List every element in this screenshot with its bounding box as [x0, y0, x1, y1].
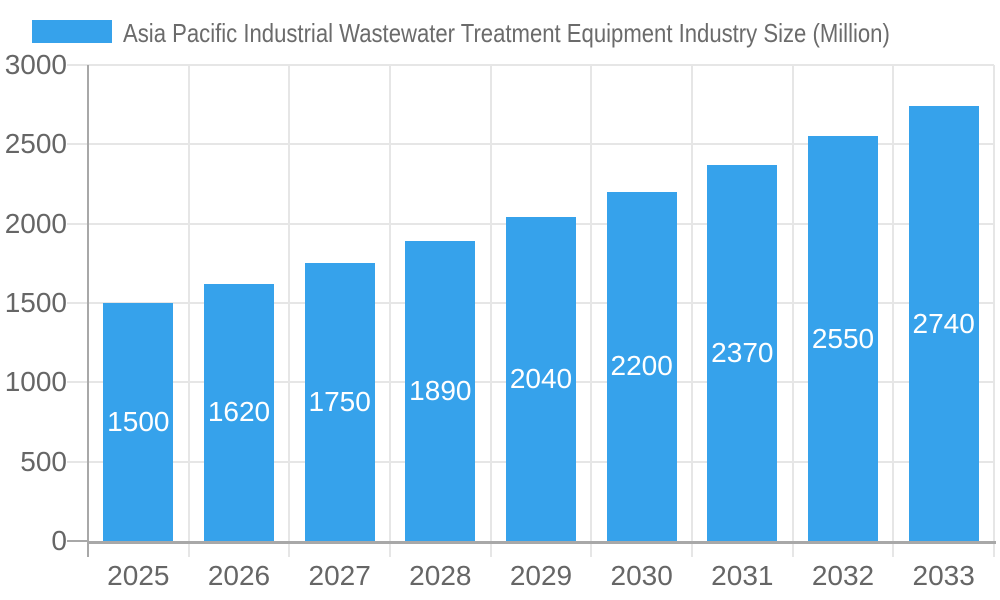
x-axis-tick-mark — [691, 541, 693, 557]
gridline-vertical — [590, 65, 593, 541]
y-axis-tick-mark — [67, 381, 88, 384]
gridline-vertical — [187, 65, 190, 541]
x-axis-tick-mark — [892, 541, 895, 557]
gridline-vertical — [691, 65, 693, 541]
legend-swatch — [32, 20, 112, 43]
x-axis-tick-label: 2030 — [610, 560, 673, 591]
gridline-horizontal — [88, 143, 994, 146]
x-axis-tick-label: 2032 — [811, 560, 875, 591]
y-axis-tick-label: 0 — [51, 525, 67, 556]
x-axis-tick-mark — [389, 541, 391, 557]
gridline-vertical — [288, 65, 291, 541]
x-axis-tick-mark — [288, 541, 291, 557]
x-axis-tick-label: 2027 — [308, 560, 371, 591]
x-axis-tick-label: 2028 — [409, 560, 472, 591]
bar-value-label: 2550 — [811, 322, 875, 354]
x-axis-tick-mark — [87, 541, 89, 557]
y-axis-tick-mark — [67, 143, 88, 146]
bar-value-label: 2200 — [610, 350, 673, 382]
x-axis-tick-label: 2029 — [509, 560, 573, 591]
bar-2028[interactable] — [405, 241, 476, 541]
bar-2029[interactable] — [506, 217, 576, 541]
y-axis-tick-mark — [67, 460, 88, 463]
gridline-vertical — [892, 65, 895, 541]
bar-2030[interactable] — [606, 191, 677, 541]
bar-value-label: 1890 — [409, 375, 472, 407]
bar-value-label: 1620 — [207, 396, 271, 428]
bar-value-label: 2040 — [509, 363, 573, 395]
bar-2027[interactable] — [304, 263, 375, 541]
x-axis-tick-label: 2025 — [107, 560, 170, 591]
y-axis-tick-label: 2000 — [4, 207, 67, 239]
y-axis-tick-mark — [67, 64, 88, 66]
gridline-horizontal — [88, 64, 994, 66]
bar-value-label: 2740 — [912, 307, 975, 339]
x-axis-line — [86, 541, 996, 544]
gridline-vertical — [993, 65, 995, 541]
bar-value-label: 1750 — [308, 386, 371, 418]
y-axis-tick-mark — [67, 540, 88, 542]
bar-2032[interactable] — [808, 136, 878, 541]
bar-2025[interactable] — [103, 303, 174, 541]
bar-value-label: 2370 — [711, 336, 774, 368]
bar-2031[interactable] — [707, 164, 778, 541]
x-axis-tick-mark — [993, 541, 995, 557]
bar-2026[interactable] — [204, 283, 274, 541]
bar-2033[interactable] — [908, 106, 979, 541]
x-axis-tick-mark — [489, 541, 492, 557]
chart-title: Asia Pacific Industrial Wastewater Treat… — [123, 18, 890, 48]
bar-value-label: 1500 — [107, 406, 170, 437]
x-axis-tick-mark — [791, 541, 794, 557]
y-axis-tick-label: 2500 — [4, 128, 67, 160]
x-axis-tick-mark — [187, 541, 190, 557]
x-axis-tick-label: 2033 — [912, 560, 975, 591]
x-axis-tick-mark — [590, 541, 593, 557]
y-axis-tick-label: 3000 — [4, 49, 67, 80]
gridline-vertical — [389, 65, 391, 541]
y-axis-tick-label: 500 — [20, 445, 67, 477]
x-axis-tick-label: 2026 — [207, 560, 271, 591]
y-axis-tick-label: 1000 — [4, 366, 67, 398]
y-axis-tick-mark — [67, 222, 88, 225]
y-axis-tick-label: 1500 — [4, 287, 67, 318]
x-axis-tick-label: 2031 — [711, 560, 774, 591]
gridline-vertical — [791, 65, 794, 541]
y-axis-line — [86, 65, 89, 544]
y-axis-tick-mark — [67, 302, 88, 304]
gridline-vertical — [489, 65, 492, 541]
